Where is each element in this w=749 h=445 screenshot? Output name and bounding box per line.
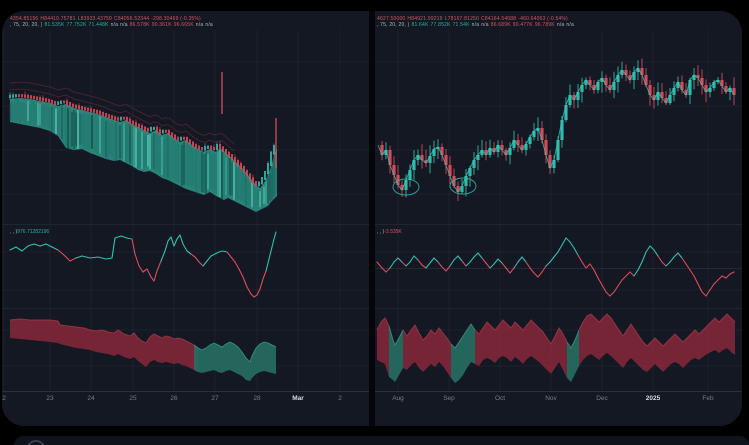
- text-segment: 71.448K: [88, 22, 109, 28]
- chart-window: 4354.85156 H84410.75781 L83933.43750 C84056…: [2, 11, 742, 426]
- axis-tick-label: 25: [129, 395, 137, 402]
- text-segment: 81.535K: [44, 22, 65, 28]
- text-segment: n/a: [120, 22, 128, 28]
- text-segment: C84164.54688: [481, 16, 517, 22]
- text-segment: -3.535K: [384, 229, 402, 235]
- text-segment: 4354.85156: [10, 16, 39, 22]
- text-segment: n/a: [195, 22, 204, 28]
- axis-tick-label: 27: [211, 395, 219, 402]
- right-oscillator-pane[interactable]: [375, 224, 742, 308]
- text-segment: 90.361K: [151, 22, 172, 28]
- text-segment: n/a: [471, 22, 480, 28]
- axis-tick-label: Sep: [443, 395, 455, 402]
- text-segment: , 75, 20, 20, ): [377, 22, 410, 28]
- text-segment: n/a: [110, 22, 119, 28]
- right-band-pane[interactable]: [375, 308, 742, 392]
- text-segment: L78167.81250: [444, 16, 480, 22]
- text-segment: 96.789K: [534, 22, 555, 28]
- text-segment: -460.64063 (-0.54%): [518, 16, 568, 22]
- text-segment: 86.689K: [490, 22, 511, 28]
- axis-tick-label: 2: [338, 395, 342, 402]
- text-segment: 81.64K: [411, 22, 429, 28]
- left-band-pane[interactable]: [2, 308, 367, 392]
- text-segment: n/a: [556, 22, 565, 28]
- text-segment: L83933.43750: [77, 16, 113, 22]
- axis-tick-label: 26: [170, 395, 178, 402]
- avatar: [26, 440, 46, 445]
- axis-tick-label: 28: [253, 395, 261, 402]
- text-segment: n/a: [481, 22, 489, 28]
- axis-tick-label: Oct: [494, 395, 506, 402]
- axis-tick-label: 24: [87, 395, 95, 402]
- text-segment: C84056.52344: [114, 16, 150, 22]
- left-ohlc-header: 4354.85156 H84410.75781 L83933.43750 C84056…: [10, 16, 203, 22]
- text-segment: n/a: [205, 22, 213, 28]
- left-price-pane[interactable]: [2, 30, 367, 224]
- text-segment: 77.852K: [430, 22, 451, 28]
- right-indicator-header: , 75, 20, 20, ) 81.64K 77.852K 71.54K n/a n/a…: [377, 22, 576, 28]
- chart-canvas: [2, 30, 742, 392]
- axis-tick-label: Dec: [596, 395, 608, 402]
- text-segment: n/a: [566, 22, 574, 28]
- axis-tick-label: Nov: [545, 395, 557, 402]
- text-segment: , 75, 20, 20, ): [10, 22, 43, 28]
- right-time-axis[interactable]: Aug Sep Oct Nov Dec 2025 Feb: [373, 392, 742, 410]
- text-segment: -298.30469 (-0.35%): [151, 16, 201, 22]
- text-segment: 4627.50000: [377, 16, 406, 22]
- text-segment: , , ): [10, 229, 18, 235]
- left-oscillator-pane[interactable]: [2, 224, 367, 308]
- left-oscillator-label: , , )976.71282196: [10, 229, 49, 235]
- axis-tick-label: 2: [2, 395, 6, 402]
- text-segment: 86.578K: [129, 22, 150, 28]
- text-segment: 976.71282196: [17, 229, 50, 235]
- axis-tick-label: Feb: [702, 395, 714, 402]
- axis-tick-label: 23: [46, 395, 54, 402]
- panel-divider[interactable]: [369, 11, 375, 426]
- text-segment: 90.477K: [512, 22, 533, 28]
- right-price-pane[interactable]: [375, 30, 742, 224]
- text-segment: , , ): [377, 229, 385, 235]
- axis-tick-label: Aug: [392, 395, 404, 402]
- left-indicator-header: , 75, 20, 20, ) 81.535K 77.752K 71.448K n/a n…: [10, 22, 215, 28]
- text-segment: H84921.99219: [407, 16, 443, 22]
- axis-tick-label: 2025: [645, 395, 661, 402]
- axis-tick-label: Mar: [292, 395, 304, 402]
- text-segment: 71.54K: [452, 22, 470, 28]
- text-segment: 96.665K: [173, 22, 194, 28]
- ellipse-annotation[interactable]: [392, 178, 420, 196]
- right-oscillator-label: , , )-3.535K: [377, 229, 402, 235]
- text-segment: 77.752K: [66, 22, 87, 28]
- left-time-axis[interactable]: 2 23 24 25 26 27 28 Mar 2: [2, 392, 367, 410]
- right-ohlc-header: 4627.50000 H84921.99219 L78167.81250 C84164…: [377, 16, 570, 22]
- ellipse-annotation[interactable]: [449, 177, 477, 195]
- background-window[interactable]: [14, 436, 749, 445]
- text-segment: H84410.75781: [40, 16, 76, 22]
